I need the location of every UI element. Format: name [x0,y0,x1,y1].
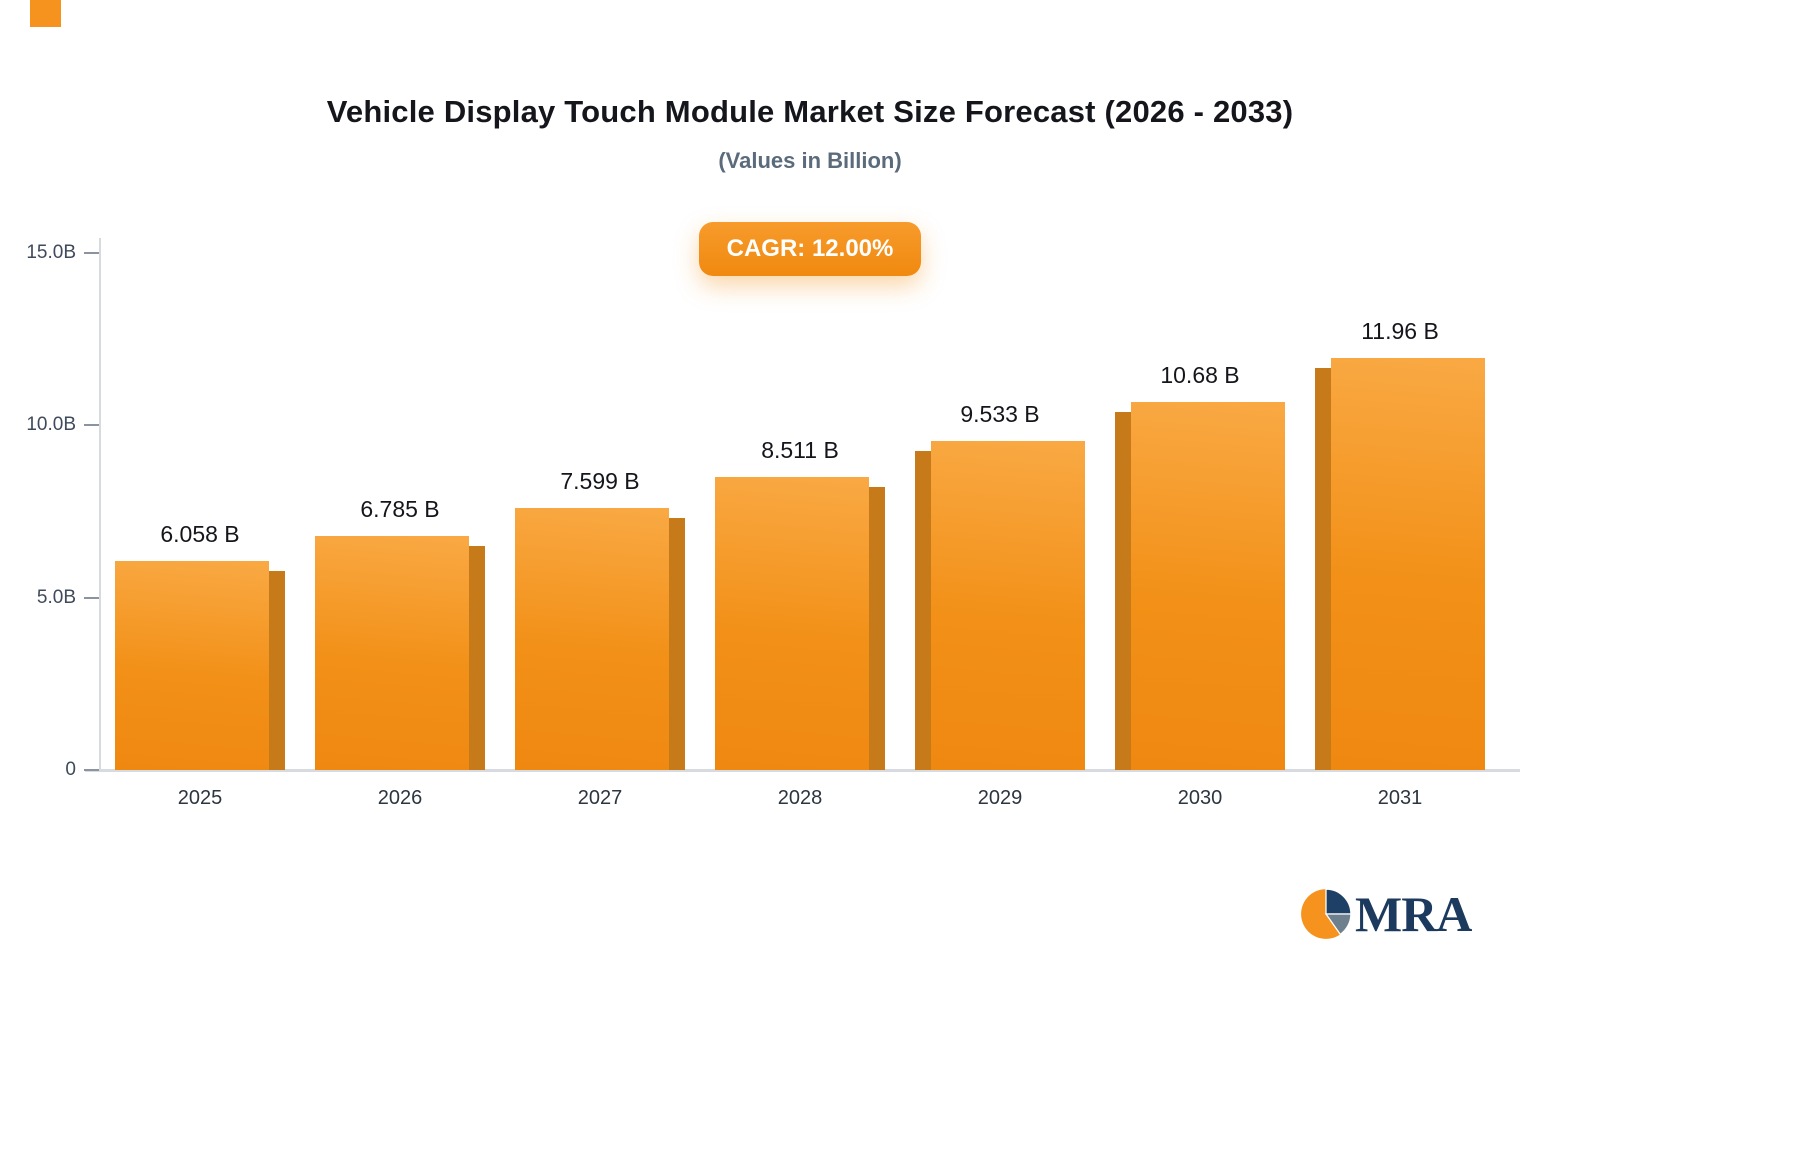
bar-face [715,476,869,770]
x-axis-label: 2029 [977,787,1023,809]
bar-value-label: 6.785 B [360,496,440,523]
x-axis-label: 2026 [377,787,423,809]
bar-face [931,441,1085,770]
bar-face [1331,357,1485,770]
bar-2029 [915,441,1085,770]
bar-side [269,571,285,770]
bar-value-label: 6.058 B [160,521,240,548]
cagr-badge: CAGR: 12.00% [698,222,922,276]
y-axis-line [99,238,101,772]
mra-logo: MRA [1300,886,1472,942]
bar-2025 [115,561,285,770]
bar-face [515,508,669,770]
mra-logo-pie-icon [1301,888,1352,939]
bar-side [869,486,885,770]
bar-side [915,451,931,770]
x-axis-label: 2031 [1377,787,1423,809]
y-axis-tick-mark [84,424,99,427]
bar-value-label: 11.96 B [1361,317,1439,344]
y-axis-tick-label: 10.0B [26,414,76,436]
bar-2028 [715,476,885,770]
bar-2031 [1315,357,1485,770]
chart-subtitle: (Values in Billion) [718,148,902,173]
x-axis-label: 2027 [577,787,623,809]
bar-value-label: 9.533 B [960,401,1040,428]
mra-logo-text: MRA [1355,886,1472,942]
y-axis-tick-mark [84,769,99,771]
bar-2030 [1115,401,1285,770]
bar-side [469,546,485,770]
y-axis-tick-mark [84,596,99,599]
bar-side [1115,411,1131,770]
bar-face [115,561,269,770]
bar-2026 [315,536,485,770]
bar-face [315,536,469,770]
bar-value-label: 10.68 B [1160,361,1240,388]
bar-side [669,518,685,770]
cagr-badge-wrap: CAGR: 12.00% [0,222,1620,276]
x-axis-label: 2025 [177,787,223,809]
y-axis-tick-label: 5.0B [36,586,76,608]
x-axis-label: 2028 [777,787,823,809]
y-axis-tick-mark [84,252,99,254]
bar-2027 [515,508,685,770]
x-axis-label: 2030 [1177,787,1223,809]
x-axis-baseline [85,769,1520,772]
chart-title: Vehicle Display Touch Module Market Size… [326,94,1294,129]
y-axis-tick-label: 0 [65,759,76,780]
bar-value-label: 8.511 B [761,436,839,463]
top-left-accent-strip [30,0,61,27]
bar-side [1315,367,1331,770]
bar-face [1131,401,1285,770]
bar-value-label: 7.599 B [560,468,640,495]
y-axis-tick-label: 15.0B [26,242,76,263]
